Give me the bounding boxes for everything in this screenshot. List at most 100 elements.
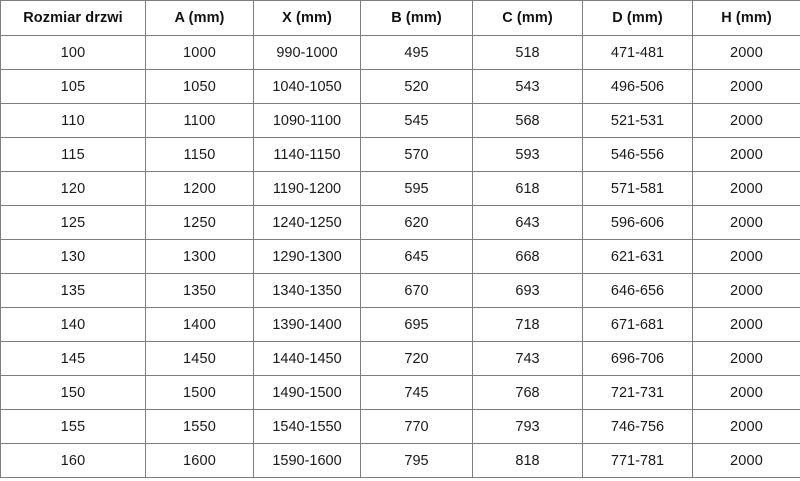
table-row: 105 1050 1040-1050 520 543 496-506 2000: [0, 69, 800, 104]
cell-x: 1040-1050: [253, 69, 361, 104]
cell-h: 2000: [692, 69, 800, 104]
table-header: Rozmiar drzwi A (mm) X (mm) B (mm) C (mm…: [0, 0, 800, 36]
cell-d: 546-556: [582, 137, 693, 172]
cell-size: 135: [0, 273, 146, 308]
cell-x: 990-1000: [253, 35, 361, 70]
cell-x: 1490-1500: [253, 375, 361, 410]
table-row: 120 1200 1190-1200 595 618 571-581 2000: [0, 171, 800, 206]
cell-b: 670: [360, 273, 473, 308]
cell-size: 150: [0, 375, 146, 410]
table-row: 155 1550 1540-1550 770 793 746-756 2000: [0, 409, 800, 444]
cell-size: 100: [0, 35, 146, 70]
cell-a: 1450: [145, 341, 254, 376]
cell-h: 2000: [692, 103, 800, 138]
cell-h: 2000: [692, 171, 800, 206]
cell-x: 1140-1150: [253, 137, 361, 172]
table-row: 145 1450 1440-1450 720 743 696-706 2000: [0, 341, 800, 376]
cell-c: 718: [472, 307, 583, 342]
cell-size: 140: [0, 307, 146, 342]
cell-a: 1200: [145, 171, 254, 206]
cell-x: 1240-1250: [253, 205, 361, 240]
cell-b: 620: [360, 205, 473, 240]
cell-c: 693: [472, 273, 583, 308]
cell-d: 771-781: [582, 443, 693, 478]
cell-b: 545: [360, 103, 473, 138]
cell-d: 496-506: [582, 69, 693, 104]
cell-x: 1590-1600: [253, 443, 361, 478]
cell-h: 2000: [692, 205, 800, 240]
cell-x: 1190-1200: [253, 171, 361, 206]
cell-size: 115: [0, 137, 146, 172]
cell-b: 695: [360, 307, 473, 342]
table-body: 100 1000 990-1000 495 518 471-481 2000 105 1050 1…: [0, 35, 800, 478]
column-header-c: C (mm): [472, 0, 583, 36]
cell-a: 1100: [145, 103, 254, 138]
cell-c: 668: [472, 239, 583, 274]
cell-size: 120: [0, 171, 146, 206]
cell-b: 745: [360, 375, 473, 410]
cell-a: 1350: [145, 273, 254, 308]
cell-b: 770: [360, 409, 473, 444]
cell-c: 768: [472, 375, 583, 410]
table-header-row: Rozmiar drzwi A (mm) X (mm) B (mm) C (mm…: [0, 0, 800, 36]
cell-c: 568: [472, 103, 583, 138]
cell-h: 2000: [692, 307, 800, 342]
cell-c: 593: [472, 137, 583, 172]
cell-c: 543: [472, 69, 583, 104]
cell-d: 646-656: [582, 273, 693, 308]
table-row: 125 1250 1240-1250 620 643 596-606 2000: [0, 205, 800, 240]
cell-a: 1150: [145, 137, 254, 172]
column-header-size: Rozmiar drzwi: [0, 0, 146, 36]
cell-b: 495: [360, 35, 473, 70]
cell-a: 1400: [145, 307, 254, 342]
cell-x: 1290-1300: [253, 239, 361, 274]
cell-a: 1050: [145, 69, 254, 104]
table-row: 100 1000 990-1000 495 518 471-481 2000: [0, 35, 800, 70]
cell-d: 696-706: [582, 341, 693, 376]
cell-c: 643: [472, 205, 583, 240]
cell-x: 1440-1450: [253, 341, 361, 376]
cell-h: 2000: [692, 35, 800, 70]
cell-h: 2000: [692, 443, 800, 478]
cell-d: 721-731: [582, 375, 693, 410]
cell-a: 1600: [145, 443, 254, 478]
table-row: 135 1350 1340-1350 670 693 646-656 2000: [0, 273, 800, 308]
cell-a: 1300: [145, 239, 254, 274]
cell-x: 1540-1550: [253, 409, 361, 444]
cell-a: 1250: [145, 205, 254, 240]
cell-h: 2000: [692, 375, 800, 410]
cell-h: 2000: [692, 341, 800, 376]
cell-b: 720: [360, 341, 473, 376]
cell-h: 2000: [692, 137, 800, 172]
cell-c: 818: [472, 443, 583, 478]
table-row: 110 1100 1090-1100 545 568 521-531 2000: [0, 103, 800, 138]
cell-size: 130: [0, 239, 146, 274]
column-header-d: D (mm): [582, 0, 693, 36]
table-row: 130 1300 1290-1300 645 668 621-631 2000: [0, 239, 800, 274]
cell-b: 595: [360, 171, 473, 206]
cell-size: 145: [0, 341, 146, 376]
cell-d: 521-531: [582, 103, 693, 138]
cell-size: 110: [0, 103, 146, 138]
table-row: 160 1600 1590-1600 795 818 771-781 2000: [0, 443, 800, 478]
cell-d: 471-481: [582, 35, 693, 70]
cell-b: 795: [360, 443, 473, 478]
cell-x: 1340-1350: [253, 273, 361, 308]
cell-b: 570: [360, 137, 473, 172]
table-row: 140 1400 1390-1400 695 718 671-681 2000: [0, 307, 800, 342]
column-header-h: H (mm): [692, 0, 800, 36]
table-row: 150 1500 1490-1500 745 768 721-731 2000: [0, 375, 800, 410]
cell-size: 105: [0, 69, 146, 104]
table-row: 115 1150 1140-1150 570 593 546-556 2000: [0, 137, 800, 172]
cell-b: 520: [360, 69, 473, 104]
column-header-a: A (mm): [145, 0, 254, 36]
column-header-x: X (mm): [253, 0, 361, 36]
cell-x: 1390-1400: [253, 307, 361, 342]
cell-size: 155: [0, 409, 146, 444]
cell-d: 621-631: [582, 239, 693, 274]
cell-h: 2000: [692, 273, 800, 308]
cell-h: 2000: [692, 239, 800, 274]
cell-c: 743: [472, 341, 583, 376]
